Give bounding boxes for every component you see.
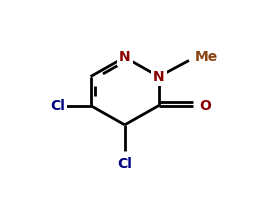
Text: Me: Me — [195, 50, 218, 64]
Text: O: O — [199, 99, 211, 112]
Text: Cl: Cl — [117, 157, 132, 171]
Text: Cl: Cl — [51, 99, 65, 112]
Text: N: N — [119, 50, 131, 64]
Text: N: N — [153, 70, 165, 84]
